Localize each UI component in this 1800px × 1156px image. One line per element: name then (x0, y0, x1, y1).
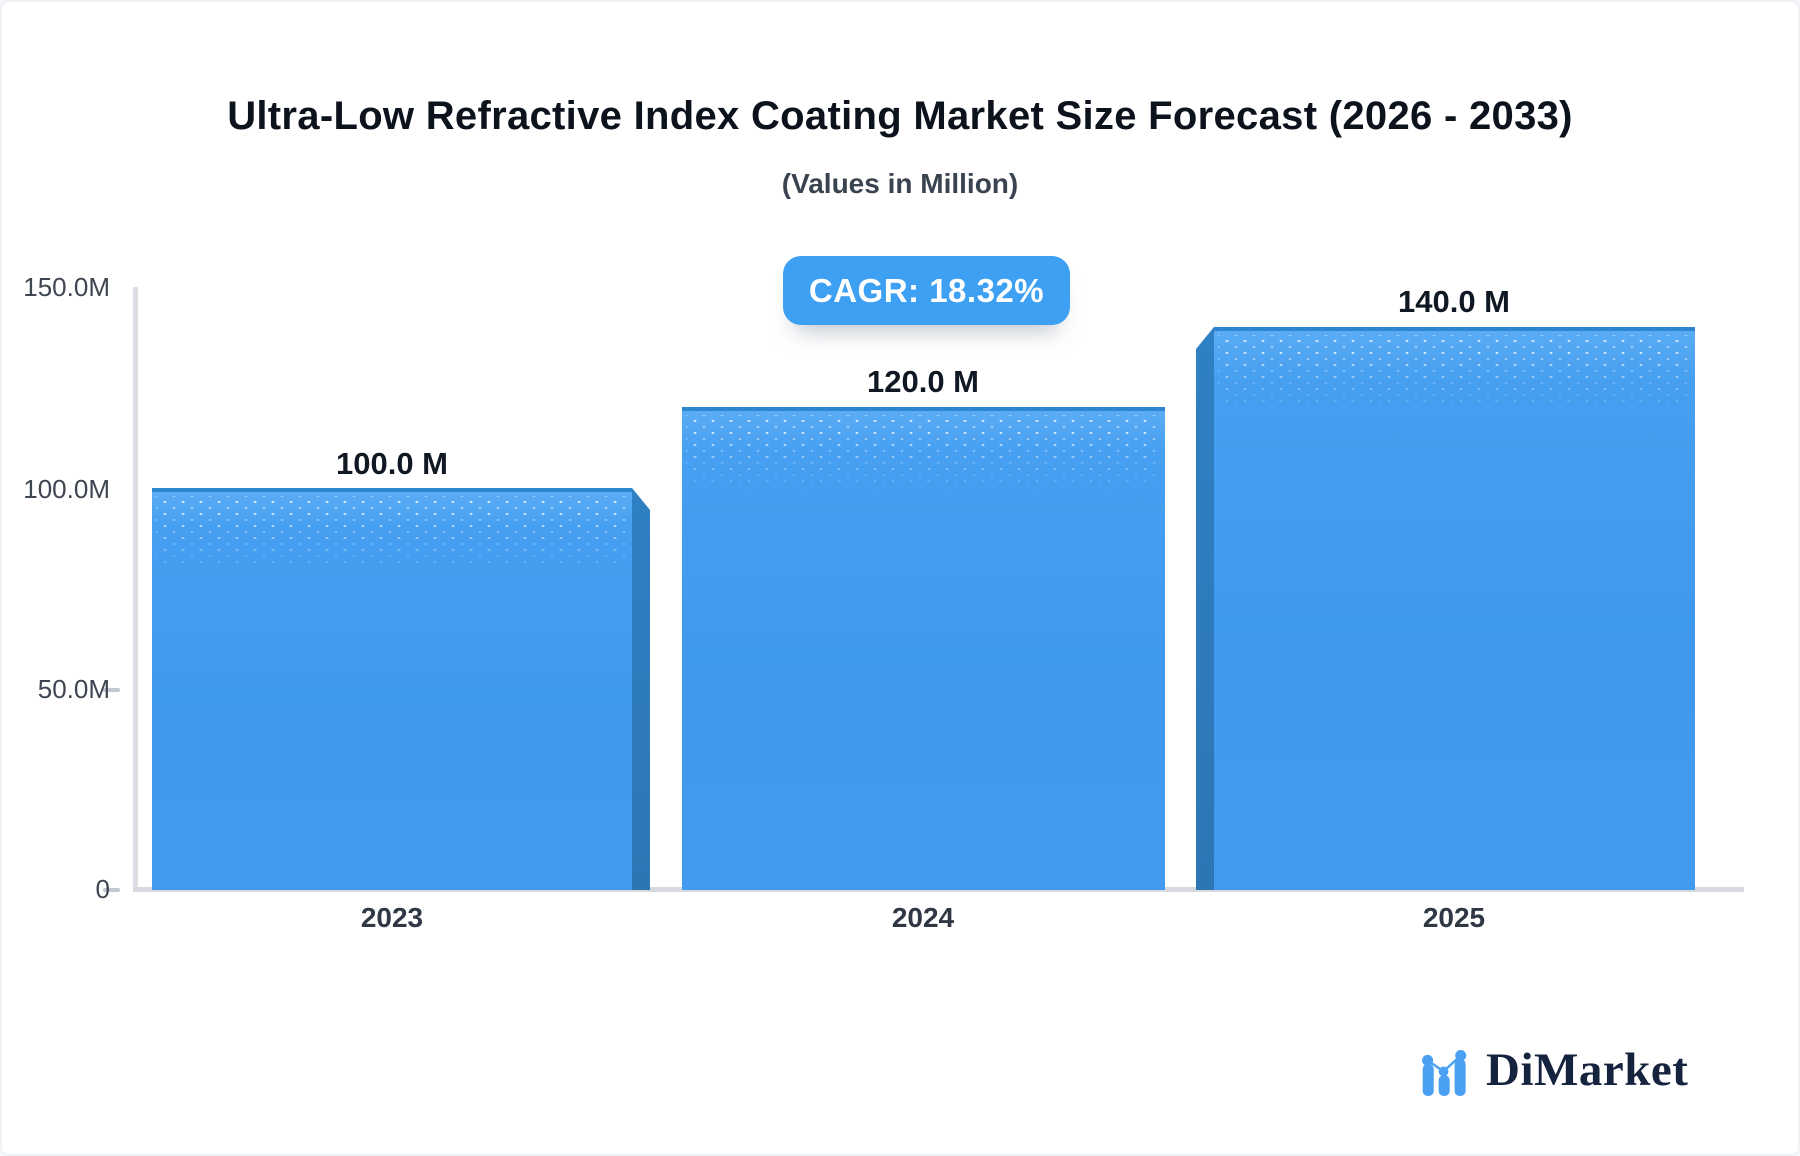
bar-2025 (1214, 327, 1695, 890)
bar-value-label-2023: 100.0 M (335, 446, 448, 481)
logo-text: DiMarket (1486, 1044, 1689, 1096)
y-axis-label-50m: 50.0M (37, 674, 110, 704)
bar-2023-texture (156, 496, 628, 578)
y-axis-label-0: 0 (95, 874, 110, 904)
bar-2025-texture (1218, 335, 1691, 417)
bar-2024-texture (686, 415, 1161, 497)
bar-chart-icon (1422, 1049, 1467, 1096)
bar-value-label-2025: 140.0 M (1397, 284, 1510, 319)
x-axis-label-2025: 2025 (1422, 902, 1486, 933)
brand-logo: DiMarket (1420, 1038, 1688, 1096)
cagr-badge: CAGR: 18.32% (783, 256, 1070, 325)
bar-2024 (682, 407, 1165, 890)
chart-title: Ultra-Low Refractive Index Coating Marke… (227, 94, 1573, 138)
chart-subtitle: (Values in Million) (781, 168, 1019, 199)
y-tick-50m (103, 688, 120, 692)
bar-2023 (152, 488, 632, 890)
y-axis-label-150m: 150.0M (23, 272, 110, 302)
x-axis-label-2023: 2023 (360, 902, 424, 933)
x-axis-label-2024: 2024 (891, 902, 955, 933)
bar-2023-side-face (632, 488, 650, 890)
bar-2025-side-face (1196, 327, 1214, 890)
bar-value-label-2024: 120.0 M (866, 364, 979, 399)
y-axis-line (133, 287, 138, 890)
y-axis-label-100m: 100.0M (23, 474, 110, 504)
y-tick-0 (103, 888, 120, 892)
